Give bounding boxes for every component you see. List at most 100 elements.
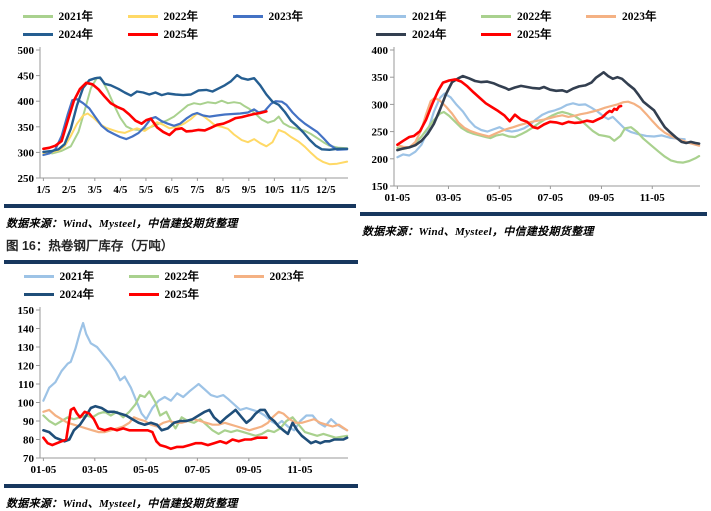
divider-rule	[4, 204, 356, 208]
y-tick-label: 350	[372, 72, 389, 84]
divider-rule	[4, 484, 358, 488]
legend-item-2025年: 2025年	[481, 26, 586, 42]
x-tick-label: 11-05	[640, 192, 666, 204]
x-tick-label: 05-05	[486, 192, 512, 204]
y-tick-label: 300	[372, 99, 389, 111]
y-tick-label: 120	[18, 361, 35, 373]
y-tick-label: 80	[23, 435, 35, 447]
y-tick-label: 130	[18, 342, 35, 354]
legend-swatch	[22, 14, 53, 18]
x-tick-label: 01-05	[385, 192, 411, 204]
legend-swatch	[481, 14, 511, 18]
y-tick-label: 200	[372, 154, 389, 166]
legend-label: 2022年	[517, 11, 552, 23]
legend-label: 2025年	[163, 29, 199, 41]
legend-top-right: 2021年 2022年 2023年 2024年 2025年	[360, 8, 707, 42]
legend-label: 2024年	[58, 29, 94, 41]
legend-item-2022年: 2022年	[127, 8, 233, 24]
x-tick-label: 07-05	[538, 192, 564, 204]
x-tick-label: 4/5	[113, 184, 128, 196]
y-tick-label: 140	[18, 324, 35, 336]
x-tick-label: 09-05	[589, 192, 615, 204]
x-tick-label: 07-05	[185, 464, 211, 476]
report-page: { "figure": { "title": "图 16：热卷钢厂库存（万吨）"…	[4, 4, 707, 510]
legend-swatch	[128, 274, 159, 278]
x-tick-label: 2/5	[62, 184, 77, 196]
figure-title: 图 16：热卷钢厂库存（万吨）	[6, 239, 174, 253]
legend-item-2021年: 2021年	[23, 268, 129, 284]
y-tick-label: 70	[23, 453, 35, 465]
x-tick-label: 10/5	[265, 184, 285, 196]
chart-panel-top-right: 2021年 2022年 2023年 2024年 2025年 150 200 250 300 35…	[360, 4, 707, 239]
y-tick-label: 150	[18, 305, 35, 317]
y-tick-label: 400	[18, 96, 35, 108]
x-tick-label: 8/5	[216, 184, 231, 196]
series-line-2024年	[396, 70, 701, 152]
y-tick-label: 250	[372, 127, 389, 139]
legend-swatch	[232, 14, 263, 18]
x-tick-label: 3/5	[88, 184, 103, 196]
legend-label: 2024年	[412, 29, 447, 41]
x-tick-label: 03-05	[436, 192, 462, 204]
legend-item-2022年: 2022年	[128, 268, 234, 284]
legend-swatch	[127, 14, 158, 18]
x-tick-label: 5/5	[139, 184, 154, 196]
y-tick-label: 100	[18, 398, 35, 410]
legend-label: 2022年	[163, 11, 199, 23]
legend-swatch	[481, 32, 511, 36]
line-chart-top-right: 150 200 250 300 350 400 01-05 03-05 05-05 07-05 09…	[372, 45, 701, 204]
line-chart-top-left: 250 300 350 400 450 500 1/5 2/5 3/5 4/5 5/5 6/5 7/5 8…	[18, 45, 349, 196]
title-rule	[4, 260, 358, 264]
legend-item-2024年: 2024年	[376, 26, 481, 42]
x-tick-label: 12/5	[316, 184, 336, 196]
legend-swatch	[376, 14, 406, 18]
y-tick-label: 450	[18, 71, 35, 83]
legend-label: 2024年	[59, 289, 95, 301]
legend-item-2023年: 2023年	[586, 8, 691, 24]
series-line-2025年	[42, 81, 268, 151]
legend-item-2025年: 2025年	[127, 26, 233, 42]
legend-label: 2021年	[412, 11, 447, 23]
legend-swatch	[127, 32, 158, 36]
y-tick-label: 250	[18, 173, 35, 185]
y-tick-label: 350	[18, 122, 35, 134]
legend-item-2023年: 2023年	[232, 8, 338, 24]
series-line-2021年	[42, 321, 349, 432]
legend-bottom-left: 2021年 2022年 2023年 2024年 2025年	[4, 268, 358, 302]
series-line-2024年	[42, 73, 349, 154]
chart-panel-bottom-left: 图 16：热卷钢厂库存（万吨） 2021年 2022年 2023年 2024年 2025…	[4, 234, 358, 511]
legend-item-2022年: 2022年	[481, 8, 586, 24]
x-tick-label: 01-05	[31, 464, 57, 476]
series-line-2022年	[42, 112, 349, 166]
y-tick-label: 400	[372, 45, 389, 57]
series-line-2024年	[42, 404, 349, 445]
source-note: 数据来源：Wind、Mysteel，中信建投期货整理	[362, 226, 594, 238]
source-note: 数据来源：Wind、Mysteel，中信建投期货整理	[6, 218, 238, 230]
chart-panel-top-left: 2021年 2022年 2023年 2024年 2025年 250 300 350 400 45…	[4, 4, 356, 231]
x-tick-label: 1/5	[36, 184, 51, 196]
series-line-2025年	[396, 78, 623, 146]
series-line-2023年	[42, 98, 349, 157]
x-tick-label: 6/5	[165, 184, 180, 196]
legend-label: 2023年	[268, 11, 304, 23]
legend-swatch	[22, 32, 53, 36]
legend-item-2023年: 2023年	[233, 268, 339, 284]
legend-label: 2021年	[58, 11, 94, 23]
legend-item-2021年: 2021年	[376, 8, 481, 24]
series-line-2025年	[42, 406, 268, 451]
legend-swatch	[586, 14, 616, 18]
legend-top-left: 2021年 2022年 2023年 2024年 2025年	[4, 8, 356, 42]
x-tick-label: 09-05	[236, 464, 262, 476]
x-tick-label: 05-05	[133, 464, 159, 476]
x-tick-label: 03-05	[82, 464, 108, 476]
y-tick-label: 300	[18, 147, 35, 159]
line-chart-bottom-left: 70 80 90 100 110 120 130 140 150 01-05 03-05 05-05 0…	[18, 305, 349, 476]
y-tick-label: 500	[18, 45, 35, 57]
legend-label: 2025年	[164, 289, 200, 301]
legend-item-2021年: 2021年	[22, 8, 128, 24]
series-line-2021年	[396, 92, 686, 159]
x-tick-label: 11-05	[287, 464, 313, 476]
legend-swatch	[128, 292, 159, 296]
legend-label: 2021年	[59, 271, 95, 283]
legend-label: 2023年	[269, 271, 305, 283]
